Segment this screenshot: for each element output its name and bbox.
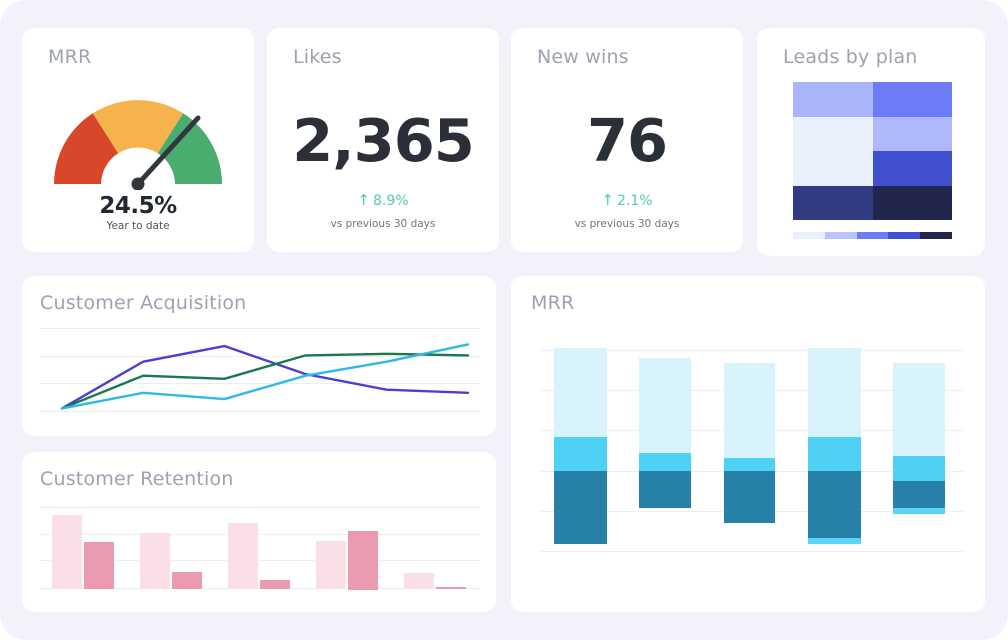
heatmap-legend (793, 232, 952, 239)
card-customer-retention[interactable]: Customer Retention (22, 452, 496, 612)
new-wins-delta: ↑ 2.1% (511, 191, 743, 209)
card-customer-acquisition[interactable]: Customer Acquisition (22, 276, 496, 436)
heatmap-grid[interactable] (793, 82, 952, 220)
gridline (40, 534, 480, 535)
retention-bar[interactable] (436, 587, 466, 589)
mrr-bar-segment[interactable] (893, 456, 945, 481)
mrr-bar-segment[interactable] (724, 471, 775, 523)
gauge-value: 24.5% (99, 193, 177, 219)
gauge-sublabel: Year to date (106, 220, 170, 232)
retention-bar[interactable] (172, 572, 202, 589)
gridline (40, 507, 480, 508)
card-title-customer-retention: Customer Retention (40, 468, 234, 490)
card-title-customer-acquisition: Customer Acquisition (40, 292, 247, 314)
heatmap-cell[interactable] (872, 116, 952, 151)
gauge-hub (131, 177, 145, 190)
new-wins-delta-value: 2.1% (617, 193, 653, 209)
card-new-wins[interactable]: New wins 76 ↑ 2.1% vs previous 30 days (511, 28, 743, 252)
new-wins-sublabel: vs previous 30 days (574, 218, 680, 230)
line-series (60, 344, 470, 410)
retention-bar[interactable] (348, 531, 378, 590)
arrow-up-icon: ↑ (357, 191, 370, 209)
gauge-svg (54, 100, 222, 190)
retention-bar[interactable] (140, 533, 170, 589)
card-mrr-gauge[interactable]: MRR 24.5% Year to date (22, 28, 254, 252)
new-wins-value: 76 (586, 106, 668, 175)
retention-bar-chart (40, 507, 480, 590)
mrr-bar-segment[interactable] (893, 481, 945, 508)
heatmap-legend-segment (856, 232, 889, 239)
retention-bar[interactable] (84, 542, 114, 589)
gridline (40, 356, 480, 357)
gauge-segment-high (157, 113, 222, 184)
likes-sublabel: vs previous 30 days (330, 218, 436, 230)
heatmap-legend-segment (793, 232, 825, 239)
card-likes[interactable]: Likes 2,365 ↑ 8.9% vs previous 30 days (267, 28, 499, 252)
line-series (60, 343, 470, 410)
mrr-bar-segment[interactable] (554, 437, 607, 471)
mrr-bar-segment[interactable] (893, 363, 945, 456)
gridline (40, 560, 480, 561)
retention-bar[interactable] (52, 515, 82, 589)
mrr-bar-segment[interactable] (808, 471, 861, 538)
mrr-bar-segment[interactable] (808, 538, 861, 544)
line-series (60, 352, 470, 410)
retention-bar[interactable] (404, 573, 434, 589)
retention-bar[interactable] (316, 541, 346, 589)
likes-value: 2,365 (292, 106, 475, 175)
card-leads-by-plan[interactable]: Leads by plan (757, 28, 985, 256)
acquisition-line-chart (60, 343, 470, 410)
gauge-segment-mid (92, 100, 184, 154)
card-title-leads-by-plan: Leads by plan (783, 46, 918, 68)
card-title-new-wins: New wins (537, 46, 629, 68)
mrr-bar-segment[interactable] (724, 363, 775, 458)
mrr-bar-segment[interactable] (554, 471, 607, 544)
acquisition-gridlines (40, 328, 480, 412)
card-title-likes: Likes (293, 46, 342, 68)
gridline (40, 411, 480, 412)
heatmap-cell[interactable] (793, 82, 873, 117)
gridline (541, 551, 963, 552)
likes-delta-value: 8.9% (373, 193, 409, 209)
heatmap-legend-segment (920, 232, 952, 239)
card-title-mrr-gauge: MRR (48, 46, 92, 68)
heatmap-cell[interactable] (872, 185, 952, 220)
arrow-up-icon: ↑ (601, 191, 614, 209)
mrr-bar-segment[interactable] (808, 437, 861, 471)
heatmap-legend-segment (824, 232, 857, 239)
heatmap-cell[interactable] (872, 151, 952, 186)
heatmap-legend-segment (888, 232, 921, 239)
likes-delta: ↑ 8.9% (267, 191, 499, 209)
heatmap-cell[interactable] (793, 185, 873, 220)
gauge-chart (22, 80, 254, 190)
retention-bar[interactable] (228, 523, 258, 589)
mrr-bar-segment[interactable] (808, 348, 861, 447)
mrr-bar-segment[interactable] (893, 508, 945, 514)
card-mrr-bars[interactable]: MRR (511, 276, 985, 612)
gauge-needle (135, 115, 201, 187)
gridline (40, 328, 480, 329)
heatmap-cell[interactable] (793, 116, 873, 186)
gridline (40, 383, 480, 384)
mrr-bar-segment[interactable] (724, 458, 775, 471)
mrr-stacked-bar-chart (511, 276, 985, 612)
heatmap-cell[interactable] (872, 82, 952, 117)
card-title-mrr-bars: MRR (531, 292, 575, 314)
mrr-bar-segment[interactable] (639, 471, 691, 508)
gridline (541, 350, 963, 351)
mrr-bar-segment[interactable] (639, 358, 691, 453)
gauge-segment-low (54, 113, 119, 184)
mrr-bar-segment[interactable] (554, 348, 607, 437)
mrr-bar-segment[interactable] (639, 453, 691, 471)
retention-bar[interactable] (260, 580, 290, 589)
